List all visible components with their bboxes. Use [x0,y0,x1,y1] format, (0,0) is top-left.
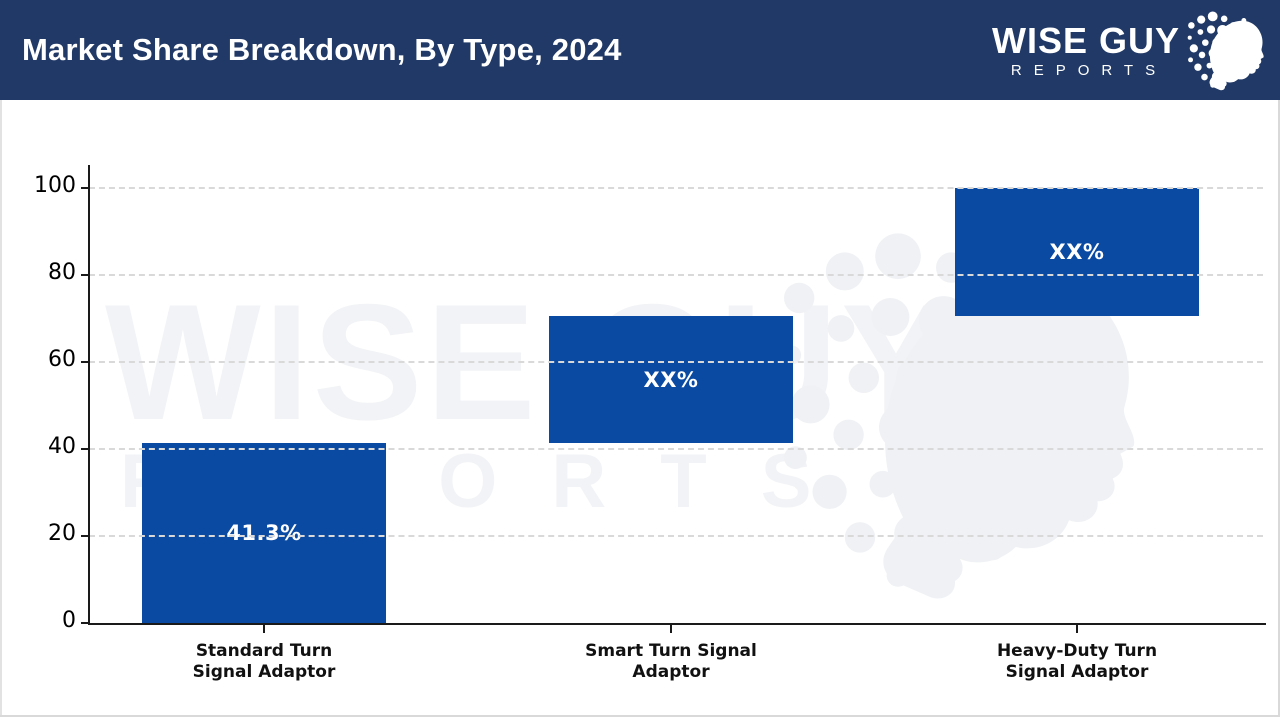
page-border-left [0,100,2,716]
x-category-label: Standard Turn Signal Adaptor [192,641,336,682]
y-tick-label: 20 [48,521,76,546]
y-tick-mark [81,187,89,189]
bar-value-label: 41.3% [226,521,302,546]
brand-logo: WISE GUY REPORTS [992,9,1266,91]
bar-segment: XX% [549,316,793,444]
y-tick-label: 60 [48,347,76,372]
gridline-60 [89,361,1263,363]
y-tick-mark [81,448,89,450]
brand-name: WISE GUY [991,19,1180,61]
y-tick-label: 100 [34,173,76,198]
y-tick-label: 80 [48,260,76,285]
y-tick-mark [81,535,89,537]
bar-segment: 41.3% [142,443,386,623]
brand-face-icon [1184,9,1266,91]
chart-title: Market Share Breakdown, By Type, 2024 [22,32,622,67]
bar-segment: XX% [955,188,1199,317]
x-tick-mark [1076,625,1078,633]
y-tick-mark [81,622,89,624]
x-category-label: Smart Turn Signal Adaptor [585,641,757,682]
gridline-80 [89,274,1263,276]
y-tick-label: 40 [48,434,76,459]
y-tick-mark [81,361,89,363]
y-axis-line [88,165,90,625]
x-tick-mark [670,625,672,633]
gridline-100 [89,187,1263,189]
y-tick-mark [81,274,89,276]
gridline-20 [89,535,1263,537]
brand-subtitle: REPORTS [1010,61,1168,79]
page-border-bottom [0,715,1280,717]
y-tick-label: 0 [62,608,76,633]
page-border-right [1278,100,1280,716]
x-category-label: Heavy-Duty Turn Signal Adaptor [996,641,1158,682]
bar-value-label: XX% [643,367,699,392]
gridline-40 [89,448,1263,450]
bar-value-label: XX% [1049,240,1105,265]
brand-wordmark: WISE GUY REPORTS [991,19,1180,79]
header-bar: Market Share Breakdown, By Type, 2024 WI… [0,0,1280,100]
x-tick-mark [263,625,265,633]
x-axis-line [88,623,1266,625]
